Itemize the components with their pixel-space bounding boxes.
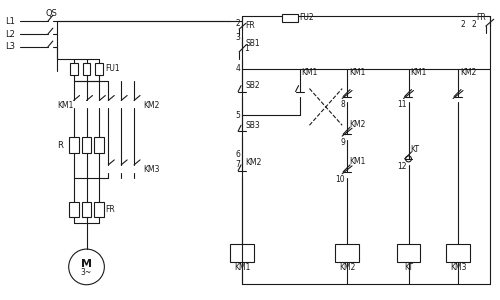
Text: FU1: FU1: [106, 64, 120, 73]
Text: 11: 11: [397, 100, 406, 109]
Text: L1: L1: [6, 17, 15, 26]
Text: KM1: KM1: [302, 68, 318, 77]
Bar: [335, 244, 359, 262]
Bar: [396, 244, 420, 262]
Text: KT: KT: [404, 263, 413, 272]
Text: FU2: FU2: [300, 13, 314, 22]
Text: KM2: KM2: [339, 263, 355, 272]
Text: 2: 2: [460, 20, 465, 29]
Text: M: M: [81, 259, 92, 269]
Text: KM1: KM1: [349, 158, 366, 166]
Text: 4: 4: [235, 64, 240, 73]
Text: SB3: SB3: [245, 121, 260, 130]
Bar: [68, 202, 78, 218]
Text: L3: L3: [6, 43, 16, 52]
Text: 3: 3: [235, 33, 240, 42]
Text: 1: 1: [244, 44, 249, 53]
Bar: [68, 137, 78, 153]
Text: 2: 2: [472, 20, 476, 29]
Text: SB1: SB1: [245, 40, 260, 49]
Text: KM1: KM1: [57, 101, 73, 110]
Text: KM3: KM3: [143, 165, 160, 174]
Bar: [230, 244, 254, 262]
Bar: [70, 63, 78, 75]
Text: 3~: 3~: [81, 268, 92, 278]
Text: KM2: KM2: [349, 120, 366, 129]
Text: QS: QS: [46, 9, 58, 18]
Bar: [82, 137, 92, 153]
Bar: [282, 14, 298, 22]
Text: R: R: [57, 140, 62, 149]
Bar: [94, 137, 104, 153]
Text: SB2: SB2: [245, 81, 260, 90]
Text: KM1: KM1: [410, 68, 427, 77]
Text: FR: FR: [106, 205, 115, 214]
Text: KM1: KM1: [234, 263, 250, 272]
Bar: [82, 202, 92, 218]
Text: 12: 12: [397, 162, 406, 171]
Text: 6: 6: [235, 151, 240, 160]
Text: 2: 2: [236, 19, 240, 28]
Text: KM2: KM2: [460, 68, 476, 77]
Bar: [96, 63, 104, 75]
Text: KT: KT: [410, 145, 420, 154]
Text: KM2: KM2: [245, 158, 262, 167]
Text: 7: 7: [235, 160, 240, 169]
Text: 8: 8: [340, 100, 345, 109]
Text: 9: 9: [340, 138, 345, 147]
Bar: [82, 63, 90, 75]
Text: L2: L2: [6, 30, 15, 39]
Text: KM3: KM3: [450, 263, 466, 272]
Text: 10: 10: [336, 175, 345, 184]
Text: 5: 5: [235, 111, 240, 120]
Text: FR: FR: [476, 13, 486, 22]
Bar: [94, 202, 104, 218]
Text: KM1: KM1: [349, 68, 366, 77]
Text: KM2: KM2: [143, 101, 160, 110]
Text: FR: FR: [245, 21, 255, 30]
Bar: [446, 244, 470, 262]
